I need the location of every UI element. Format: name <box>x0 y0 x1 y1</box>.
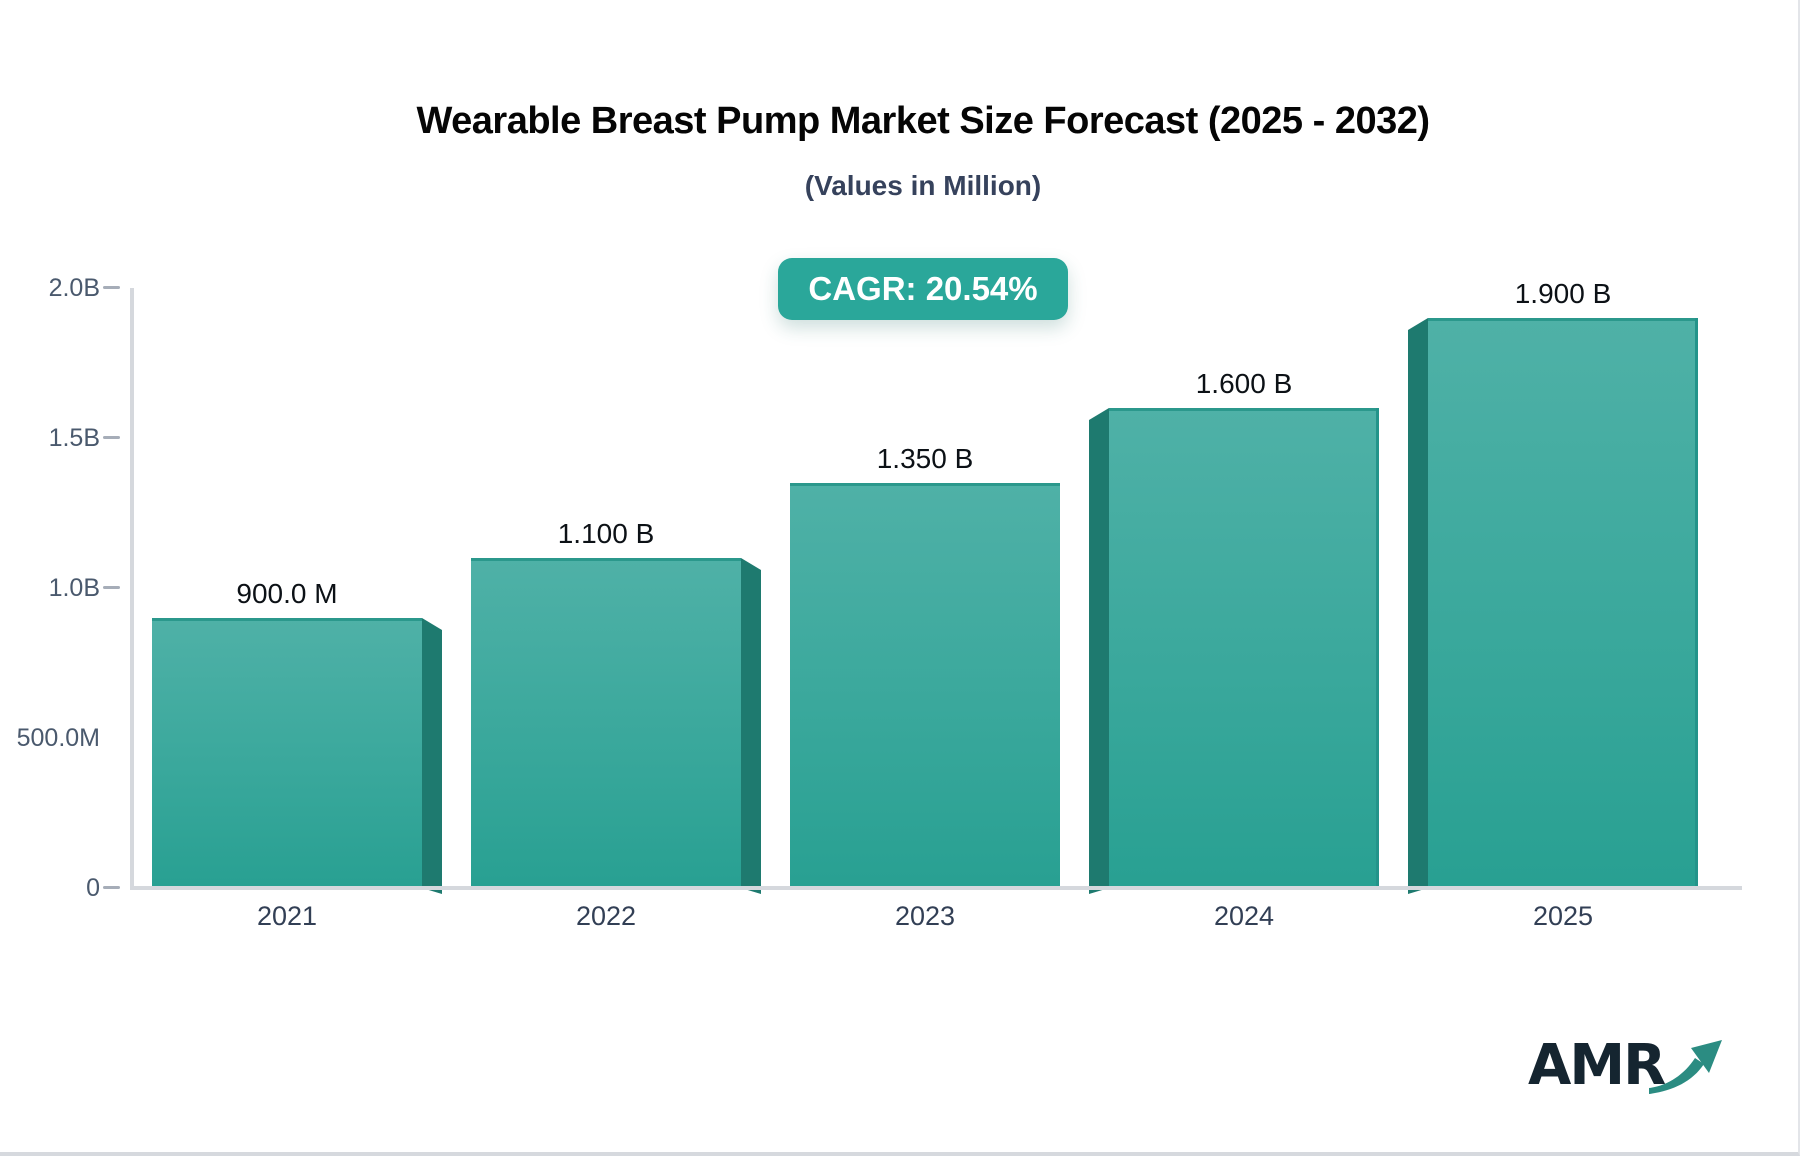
x-axis-label: 2022 <box>575 901 637 931</box>
upward-trend-arrow-icon <box>1649 1040 1723 1094</box>
bar-2025 <box>1408 318 1698 894</box>
x-axis-label: 2023 <box>894 901 956 931</box>
bar-value-label: 900.0 M <box>236 578 338 609</box>
bar-front-face <box>1109 408 1379 888</box>
x-axis-label: 2025 <box>1532 901 1594 931</box>
y-axis-label: 0 <box>86 874 100 902</box>
bar-2022 <box>471 558 761 894</box>
bar-value-label: 1.100 B <box>557 518 655 549</box>
y-axis-line <box>130 288 134 890</box>
y-axis-label: 500.0M <box>16 724 100 752</box>
chart-subtitle: (Values in Million) <box>804 170 1042 201</box>
y-axis-label: 1.5B <box>48 424 100 452</box>
y-axis-tick <box>103 436 120 439</box>
bar-side-face <box>741 558 761 894</box>
y-axis-label: 1.0B <box>48 574 100 602</box>
bar-value-label: 1.600 B <box>1195 368 1293 399</box>
amr-logo-text: AMR <box>1528 1033 1666 1098</box>
bar-top-edge <box>471 558 741 561</box>
cagr-badge-row: CAGR: 20.54% <box>48 258 1798 320</box>
bar-top-edge <box>1109 408 1379 411</box>
bar-front-face <box>1428 318 1698 888</box>
y-axis-label: 2.0B <box>48 274 100 302</box>
bar-front-face <box>152 618 422 888</box>
amr-logo: AMR <box>1528 1034 1724 1098</box>
x-axis-label: 2024 <box>1213 901 1275 931</box>
bar-2021 <box>152 618 442 894</box>
bar-value-label: 1.350 B <box>876 443 974 474</box>
y-axis-tick <box>103 586 120 589</box>
chart-title: Wearable Breast Pump Market Size Forecas… <box>416 100 1430 142</box>
bar-side-face <box>422 618 442 894</box>
bar-front-face <box>790 483 1060 888</box>
x-axis-label: 2021 <box>256 901 318 931</box>
bar-right-edge <box>1695 318 1698 888</box>
bar-value-label: 1.900 B <box>1514 278 1612 309</box>
bar-front-face <box>471 558 741 888</box>
bar-side-face <box>1089 408 1109 894</box>
bar-2024 <box>1089 408 1379 894</box>
cagr-badge-label: CAGR: 20.54% <box>808 270 1038 307</box>
bar-top-edge <box>790 483 1060 486</box>
x-axis-line <box>130 886 1742 890</box>
bar-right-edge <box>1376 408 1379 888</box>
bar-top-edge <box>152 618 422 621</box>
bar-top-edge <box>1428 318 1698 321</box>
y-axis-tick <box>103 286 120 289</box>
cagr-badge: CAGR: 20.54% <box>778 258 1068 320</box>
y-axis-tick <box>103 886 120 889</box>
bar-side-face <box>1408 318 1428 894</box>
bar-2023 <box>790 483 1060 888</box>
